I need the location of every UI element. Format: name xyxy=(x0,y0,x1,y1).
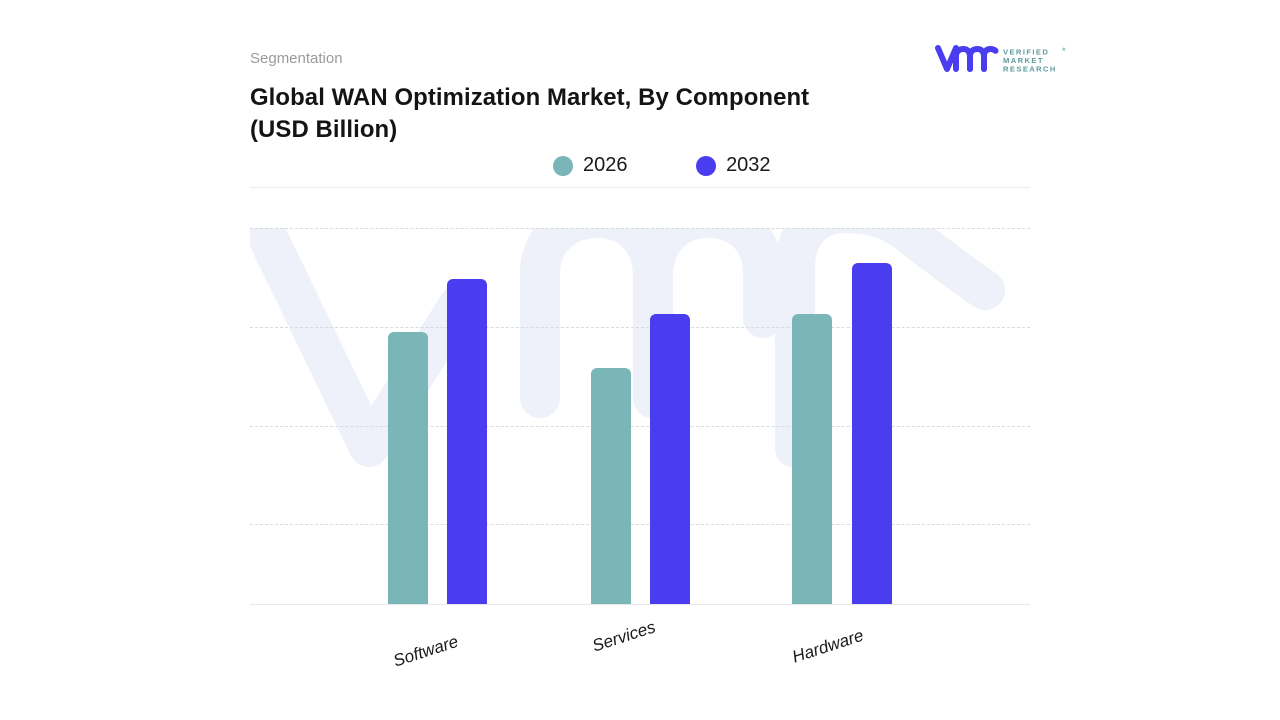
svg-text:RESEARCH: RESEARCH xyxy=(1003,65,1057,74)
svg-text:®: ® xyxy=(1062,46,1067,53)
